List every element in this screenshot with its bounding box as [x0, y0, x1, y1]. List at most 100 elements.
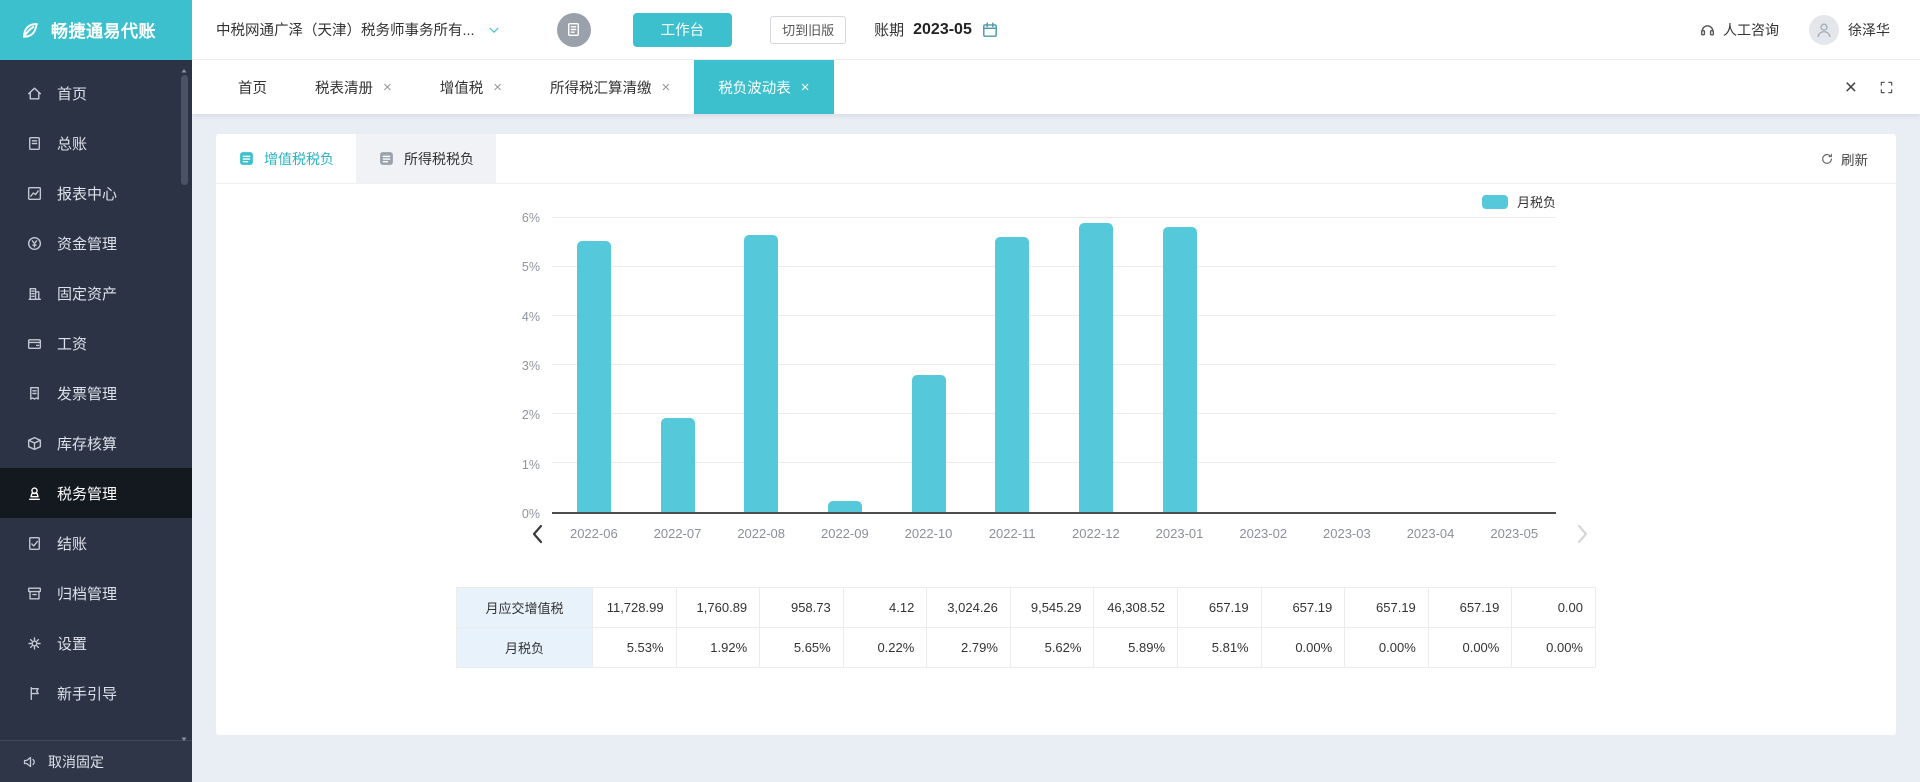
bar-slot	[970, 218, 1054, 512]
notes-icon	[565, 21, 582, 38]
inventory-icon	[26, 435, 43, 452]
scroll-down-icon[interactable]	[180, 730, 188, 741]
sidebar-item-3[interactable]: 报表中心	[0, 168, 192, 218]
chart-plot	[552, 217, 1556, 514]
table-cell: 657.19	[1427, 587, 1513, 628]
bar-2022-12	[1078, 223, 1113, 512]
assets-icon	[26, 285, 43, 302]
tab-close-icon[interactable]: ×	[383, 78, 392, 96]
x-tick-label: 2023-03	[1323, 526, 1371, 541]
company-selector[interactable]: 中税网通广泽（天津）税务师事务所有...	[216, 19, 501, 40]
tab-1[interactable]: 首页	[214, 60, 291, 114]
tax-data-table-wrap: 月应交增值税 11,728.99 1,760.89 958.73 4.12 3,024.2…	[456, 587, 1896, 668]
tab-3[interactable]: 增值税 ×	[416, 60, 526, 114]
bar-slot	[803, 218, 887, 512]
notes-button[interactable]	[556, 12, 591, 47]
bar-slot	[887, 218, 971, 512]
x-tick-label: 2022-11	[988, 526, 1036, 541]
workbench-button[interactable]: 工作台	[632, 12, 733, 47]
unpin-button[interactable]: 取消固定	[0, 740, 192, 782]
sidebar-item-1[interactable]: 首页	[0, 68, 192, 118]
sidebar-item-6[interactable]: 工资	[0, 318, 192, 368]
x-tick-label: 2023-05	[1490, 526, 1539, 541]
x-tick-label: 2023-04	[1406, 526, 1455, 541]
scroll-up-icon[interactable]	[180, 62, 188, 73]
tab-label: 首页	[238, 80, 267, 97]
subtab-income-tax-burden[interactable]: 所得税税负	[356, 134, 496, 183]
header-right: 人工咨询 徐泽华	[1699, 14, 1920, 45]
sidebar-item-13[interactable]: 新手引导	[0, 668, 192, 718]
sidebar-item-12[interactable]: 设置	[0, 618, 192, 668]
refresh-button[interactable]: 刷新	[1820, 134, 1896, 183]
chevron-down-icon[interactable]	[487, 23, 501, 37]
bar-slot	[552, 218, 636, 512]
table-cell: 1,760.89	[675, 587, 761, 628]
x-tick-label: 2022-10	[904, 526, 953, 541]
sidebar-item-label: 工资	[57, 335, 88, 353]
gridline	[552, 413, 1556, 414]
sidebar-item-5[interactable]: 固定资产	[0, 268, 192, 318]
user-name[interactable]: 徐泽华	[1848, 21, 1890, 38]
table-cell: 1.92%	[675, 627, 761, 668]
period-value[interactable]: 2023-05	[913, 20, 972, 38]
ledger-icon	[26, 135, 43, 152]
table-cell: 5.81%	[1177, 627, 1262, 668]
sidebar-item-10[interactable]: 结账	[0, 518, 192, 568]
period-label: 账期	[874, 22, 905, 39]
close-all-icon[interactable]: ×	[1844, 75, 1857, 99]
sidebar-item-9[interactable]: 税务管理	[0, 468, 192, 518]
bar-slot	[1221, 218, 1305, 512]
chart-next-icon[interactable]	[1574, 523, 1590, 545]
content-area: 增值税税负 所得税税负 刷新	[192, 114, 1920, 782]
sidebar-item-label: 归档管理	[57, 585, 118, 603]
tab-4[interactable]: 所得税汇算清缴 ×	[526, 60, 694, 114]
support-button[interactable]: 人工咨询	[1699, 20, 1779, 40]
sidebar-item-2[interactable]: 总账	[0, 118, 192, 168]
tab-bar: 首页 税表清册 × 增值税 × 所得税汇算清缴 × 税负波动表 × ×	[192, 60, 1920, 114]
table-row: 月应交增值税 11,728.99 1,760.89 958.73 4.12 3,024.2…	[456, 587, 1596, 628]
bar-slot	[1389, 218, 1473, 512]
tax-icon	[26, 485, 43, 502]
sidebar-item-label: 库存核算	[57, 435, 118, 453]
legend-label: 月税负	[1516, 195, 1556, 210]
avatar[interactable]	[1809, 14, 1839, 45]
table-cell: 0.00	[1511, 587, 1596, 628]
sidebar-item-8[interactable]: 库存核算	[0, 418, 192, 468]
table-cell: 5.53%	[592, 627, 677, 668]
tab-close-icon[interactable]: ×	[800, 78, 810, 96]
x-tick-label: 2022-06	[569, 526, 618, 541]
bar-2022-08	[744, 235, 779, 512]
tab-close-icon[interactable]: ×	[493, 78, 503, 96]
form-icon	[238, 150, 255, 167]
bar-slot	[1138, 218, 1222, 512]
tab-5[interactable]: 税负波动表 ×	[694, 60, 834, 114]
switch-old-version-button[interactable]: 切到旧版	[770, 15, 847, 44]
home-icon	[26, 85, 43, 102]
unpin-label: 取消固定	[48, 753, 104, 770]
subtab-vat-burden[interactable]: 增值税税负	[216, 134, 356, 183]
row-header: 月应交增值税	[456, 587, 593, 628]
calendar-icon[interactable]	[981, 21, 999, 39]
x-tick-label: 2022-09	[820, 526, 869, 541]
table-cell: 3,024.26	[926, 587, 1011, 628]
row-header: 月税负	[456, 627, 593, 668]
sidebar-item-11[interactable]: 归档管理	[0, 568, 192, 618]
sidebar-item-label: 新手引导	[57, 685, 118, 703]
subtab-label: 增值税税负	[264, 150, 334, 167]
fullscreen-icon[interactable]	[1879, 80, 1894, 95]
chart-prev-icon[interactable]	[530, 523, 546, 545]
sidebar-item-7[interactable]: 发票管理	[0, 368, 192, 418]
legend-swatch	[1481, 194, 1508, 209]
sidebar-item-4[interactable]: 资金管理	[0, 218, 192, 268]
sidebar-item-label: 资金管理	[57, 235, 118, 253]
tab-close-icon[interactable]: ×	[661, 78, 671, 96]
sidebar-scrollbar[interactable]	[177, 62, 191, 741]
gridline	[552, 364, 1556, 365]
tab-2[interactable]: 税表清册 ×	[291, 60, 416, 114]
scrollbar-thumb[interactable]	[180, 75, 188, 185]
app-logo: 畅捷通易代账	[0, 0, 192, 60]
table-row: 月税负 5.53% 1.92% 5.65% 0.22% 2.79% 5.62% 5.89% 5.…	[456, 627, 1596, 668]
x-tick-label: 2023-02	[1239, 526, 1288, 541]
bar-2022-07	[660, 417, 695, 512]
sidebar-item-label: 总账	[57, 135, 88, 153]
